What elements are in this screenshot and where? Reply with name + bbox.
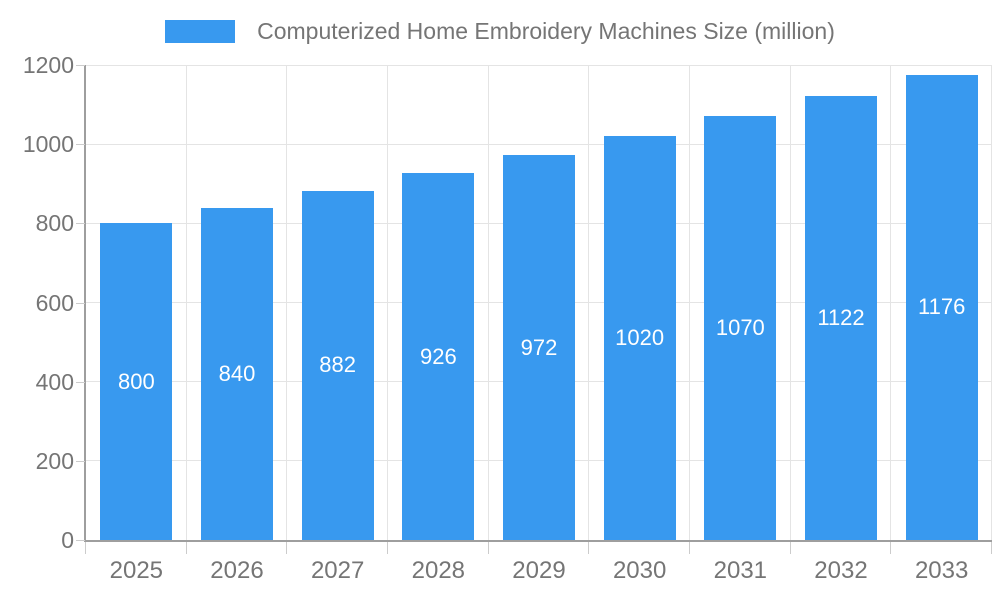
x-axis-tick-mark [588,542,590,554]
y-axis-tick-mark [76,381,85,383]
bar-value-label: 840 [218,360,256,386]
y-axis-tick-mark [76,460,85,462]
x-axis-tick-mark [185,542,187,554]
gridline-vertical [689,65,690,540]
x-axis-tick-mark [789,542,791,554]
x-axis-tick-label: 2028 [411,557,466,584]
y-axis-tick-label: 0 [61,527,74,553]
bar-2026[interactable]: 840 [201,207,273,540]
x-axis-tick-mark [85,542,86,554]
y-axis-line [84,65,86,542]
x-axis-tick-mark [286,542,288,554]
y-axis-tick-mark [76,65,85,66]
y-axis-tick-label: 200 [35,447,74,474]
x-axis-line [84,540,992,542]
y-axis-tick-mark [76,144,85,146]
y-axis-tick-mark [76,302,85,304]
y-axis-tick-label: 1200 [22,52,74,78]
bar-value-label: 1176 [918,294,966,320]
bar-value-label: 800 [117,368,155,394]
x-axis-tick-label: 2025 [109,557,164,584]
y-axis-tick-label: 800 [35,210,74,237]
bar-2033[interactable]: 1176 [905,74,978,540]
bar-value-label: 972 [520,334,558,360]
gridline-vertical [991,65,992,540]
y-axis-tick-label: 600 [35,289,74,316]
x-axis-tick-label: 2026 [210,557,264,584]
x-axis-tick-label: 2030 [612,557,667,584]
x-axis-tick-label: 2033 [914,557,969,584]
bar-2027[interactable]: 882 [301,190,374,540]
legend-label: Computerized Home Embroidery Machines Si… [257,17,835,44]
y-axis-tick-mark [76,540,85,541]
x-axis-tick-mark [487,542,489,554]
x-axis-tick-label: 2027 [310,557,365,584]
legend-swatch [165,19,236,43]
x-axis-tick-mark [387,542,388,554]
gridline-horizontal [86,64,992,66]
x-axis-tick-label: 2029 [512,557,566,584]
bar-value-label: 882 [319,352,357,378]
gridline-vertical [588,65,590,540]
bar-2031[interactable]: 1070 [704,116,777,540]
bar-2029[interactable]: 972 [503,155,575,540]
y-axis-tick-label: 1000 [22,131,74,158]
x-axis-tick-label: 2032 [814,557,868,584]
gridline-vertical [789,65,791,540]
legend: Computerized Home Embroidery Machines Si… [0,17,1000,45]
bar-2032[interactable]: 1122 [805,95,877,540]
y-axis-tick-mark [76,223,85,225]
bar-2030[interactable]: 1020 [603,136,676,540]
bar-2025[interactable]: 800 [100,223,173,540]
bar-value-label: 1122 [817,304,865,330]
gridline-vertical [185,65,187,540]
x-axis-tick-label: 2031 [713,557,768,584]
bar-2028[interactable]: 926 [402,173,475,540]
bar-value-label: 1070 [715,315,765,341]
gridline-horizontal [86,143,992,145]
y-axis-tick-label: 400 [35,368,74,395]
bar-value-label: 926 [419,343,457,369]
gridline-vertical [487,65,489,540]
plot-area: 800 840 882 926 972 1020 1070 1122 1176 [86,64,992,540]
gridline-vertical [387,65,388,540]
gridline-vertical [286,65,288,540]
gridline-vertical [890,65,892,540]
bar-value-label: 1020 [615,325,665,351]
x-axis-tick-mark [689,542,690,554]
x-axis-tick-mark [991,542,992,554]
x-axis-tick-mark [890,542,892,554]
